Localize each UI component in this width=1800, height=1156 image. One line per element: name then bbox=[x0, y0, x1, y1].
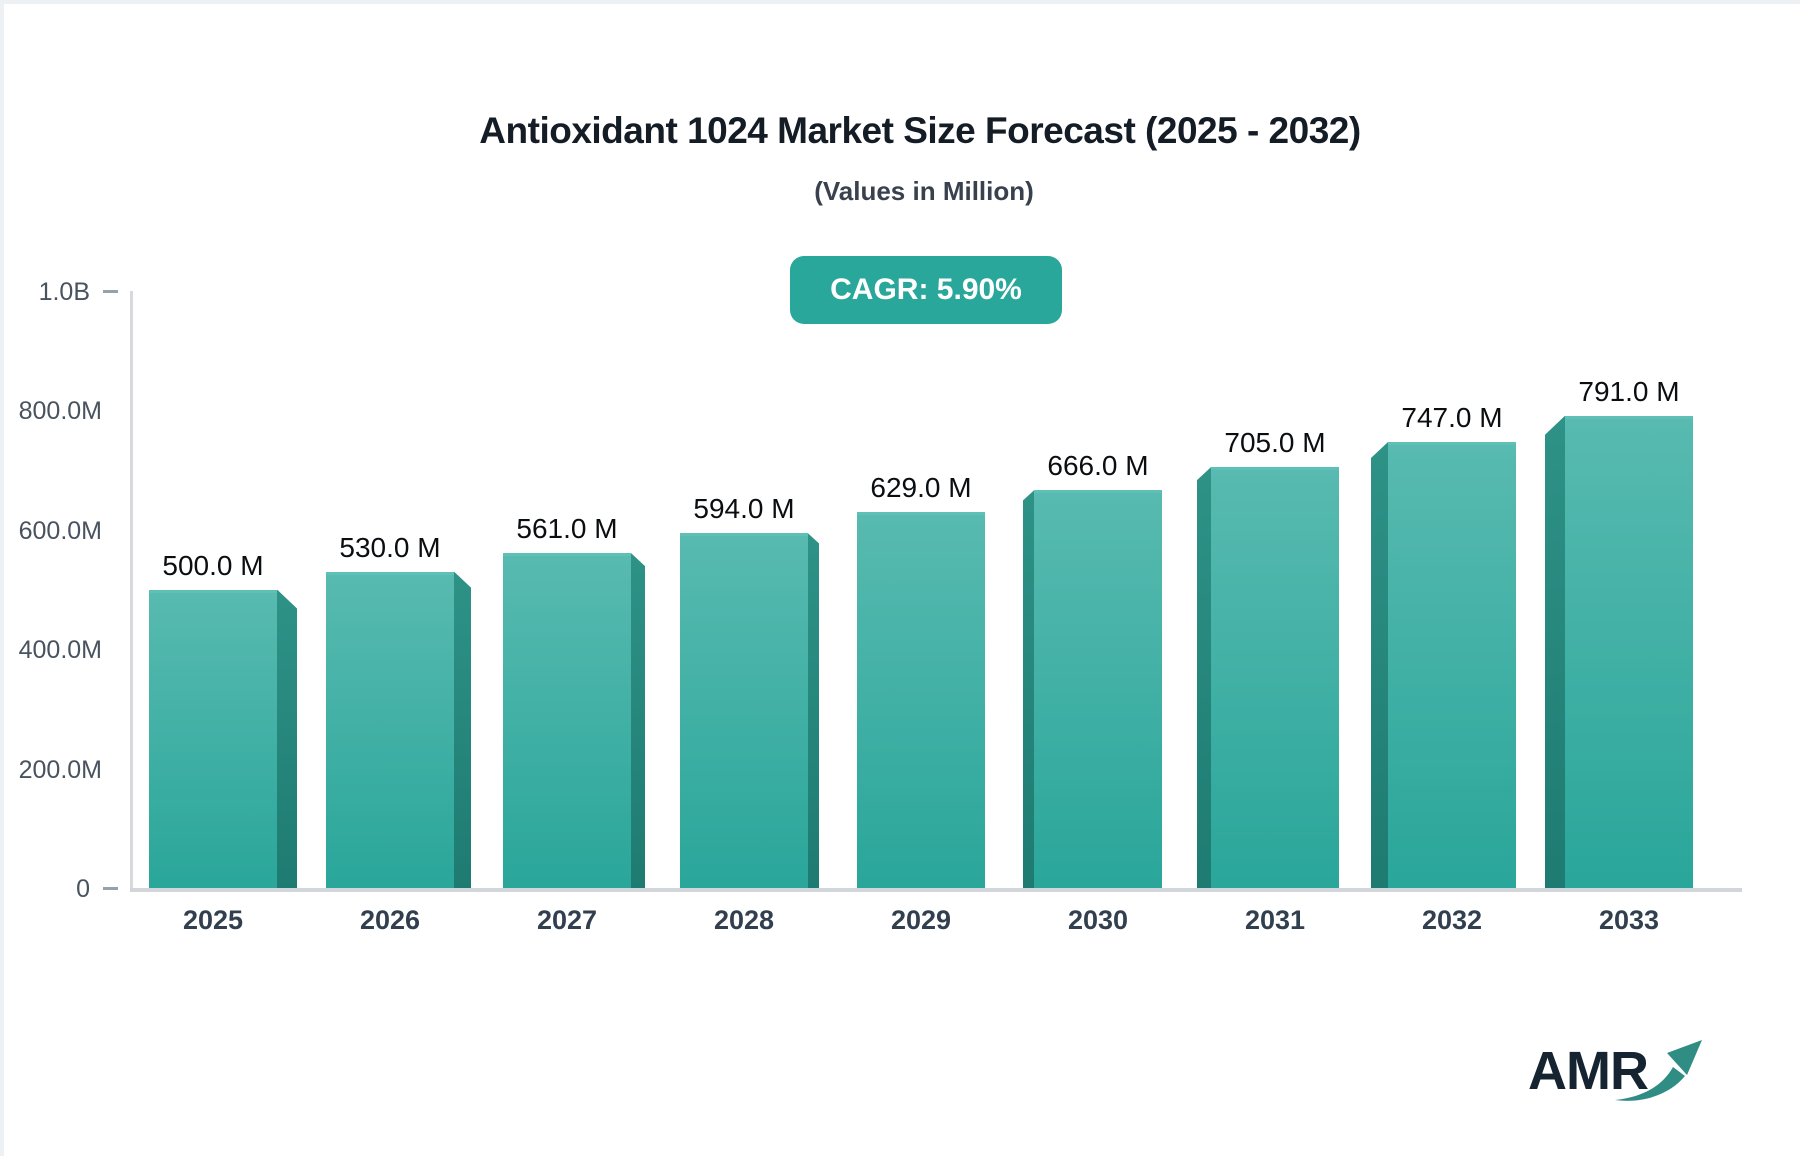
y-tick-label-0: 0 bbox=[76, 875, 90, 903]
x-axis-label-2032: 2032 bbox=[1421, 905, 1483, 935]
bar-value-label-2027: 561.0 M bbox=[516, 513, 618, 545]
bar-side-face-2031 bbox=[1197, 467, 1211, 888]
x-axis-label-2031: 2031 bbox=[1244, 905, 1306, 935]
bar-value-label-2031: 705.0 M bbox=[1224, 427, 1326, 459]
x-axis-line bbox=[130, 888, 1742, 892]
bar-2029 bbox=[857, 512, 985, 888]
x-axis-label-2029: 2029 bbox=[890, 905, 952, 935]
cagr-badge: CAGR: 5.90% bbox=[790, 256, 1062, 324]
y-tick-label-600.0M: 600.0M bbox=[18, 516, 102, 545]
y-tick-label-200.0M: 200.0M bbox=[18, 755, 102, 784]
amr-logo-text: AMR bbox=[1528, 1041, 1649, 1101]
bar-2032 bbox=[1388, 442, 1516, 888]
bar-2026 bbox=[326, 571, 454, 888]
x-axis-label-2033: 2033 bbox=[1598, 905, 1660, 935]
y-tick-dash bbox=[103, 887, 118, 890]
bar-2025 bbox=[149, 589, 277, 888]
y-tick-dash bbox=[103, 290, 118, 293]
chart-subtitle: (Values in Million) bbox=[814, 176, 1034, 206]
x-axis-label-2026: 2026 bbox=[359, 905, 421, 935]
bar-2028 bbox=[680, 533, 808, 888]
x-axis-label-2028: 2028 bbox=[713, 905, 775, 935]
x-axis-label-2025: 2025 bbox=[182, 905, 244, 935]
bar-value-label-2033: 791.0 M bbox=[1578, 375, 1680, 407]
bar-side-face-2028 bbox=[808, 533, 819, 888]
y-tick-label-1.0B: 1.0B bbox=[38, 278, 90, 306]
x-axis-label-2030: 2030 bbox=[1067, 905, 1129, 935]
y-tick-label-800.0M: 800.0M bbox=[18, 397, 102, 426]
bar-value-label-2028: 594.0 M bbox=[693, 493, 795, 525]
bar-2030 bbox=[1034, 490, 1162, 888]
x-axis-label-2027: 2027 bbox=[536, 905, 598, 935]
bar-2033 bbox=[1565, 415, 1693, 888]
bar-value-label-2029: 629.0 M bbox=[870, 472, 972, 504]
bar-side-face-2030 bbox=[1023, 490, 1034, 888]
bar-2027 bbox=[503, 553, 631, 888]
bar-value-label-2030: 666.0 M bbox=[1047, 450, 1149, 482]
growth-arrow-icon bbox=[1615, 1040, 1702, 1101]
chart-canvas: Antioxidant 1024 Market Size Forecast (2… bbox=[4, 4, 1800, 1156]
amr-logo: AMR bbox=[1528, 1038, 1768, 1128]
y-axis-line bbox=[130, 291, 133, 892]
bar-side-face-2033 bbox=[1545, 415, 1565, 888]
bar-side-face-2026 bbox=[454, 571, 471, 888]
bar-2031 bbox=[1211, 467, 1339, 888]
bar-side-face-2025 bbox=[277, 589, 297, 888]
y-tick-label-400.0M: 400.0M bbox=[18, 636, 102, 665]
bar-value-label-2026: 530.0 M bbox=[339, 531, 441, 563]
bar-side-face-2032 bbox=[1371, 442, 1388, 888]
chart-title: Antioxidant 1024 Market Size Forecast (2… bbox=[479, 110, 1361, 151]
bar-value-label-2025: 500.0 M bbox=[162, 549, 264, 581]
bar-value-label-2032: 747.0 M bbox=[1401, 402, 1503, 434]
bar-side-face-2027 bbox=[631, 553, 645, 888]
